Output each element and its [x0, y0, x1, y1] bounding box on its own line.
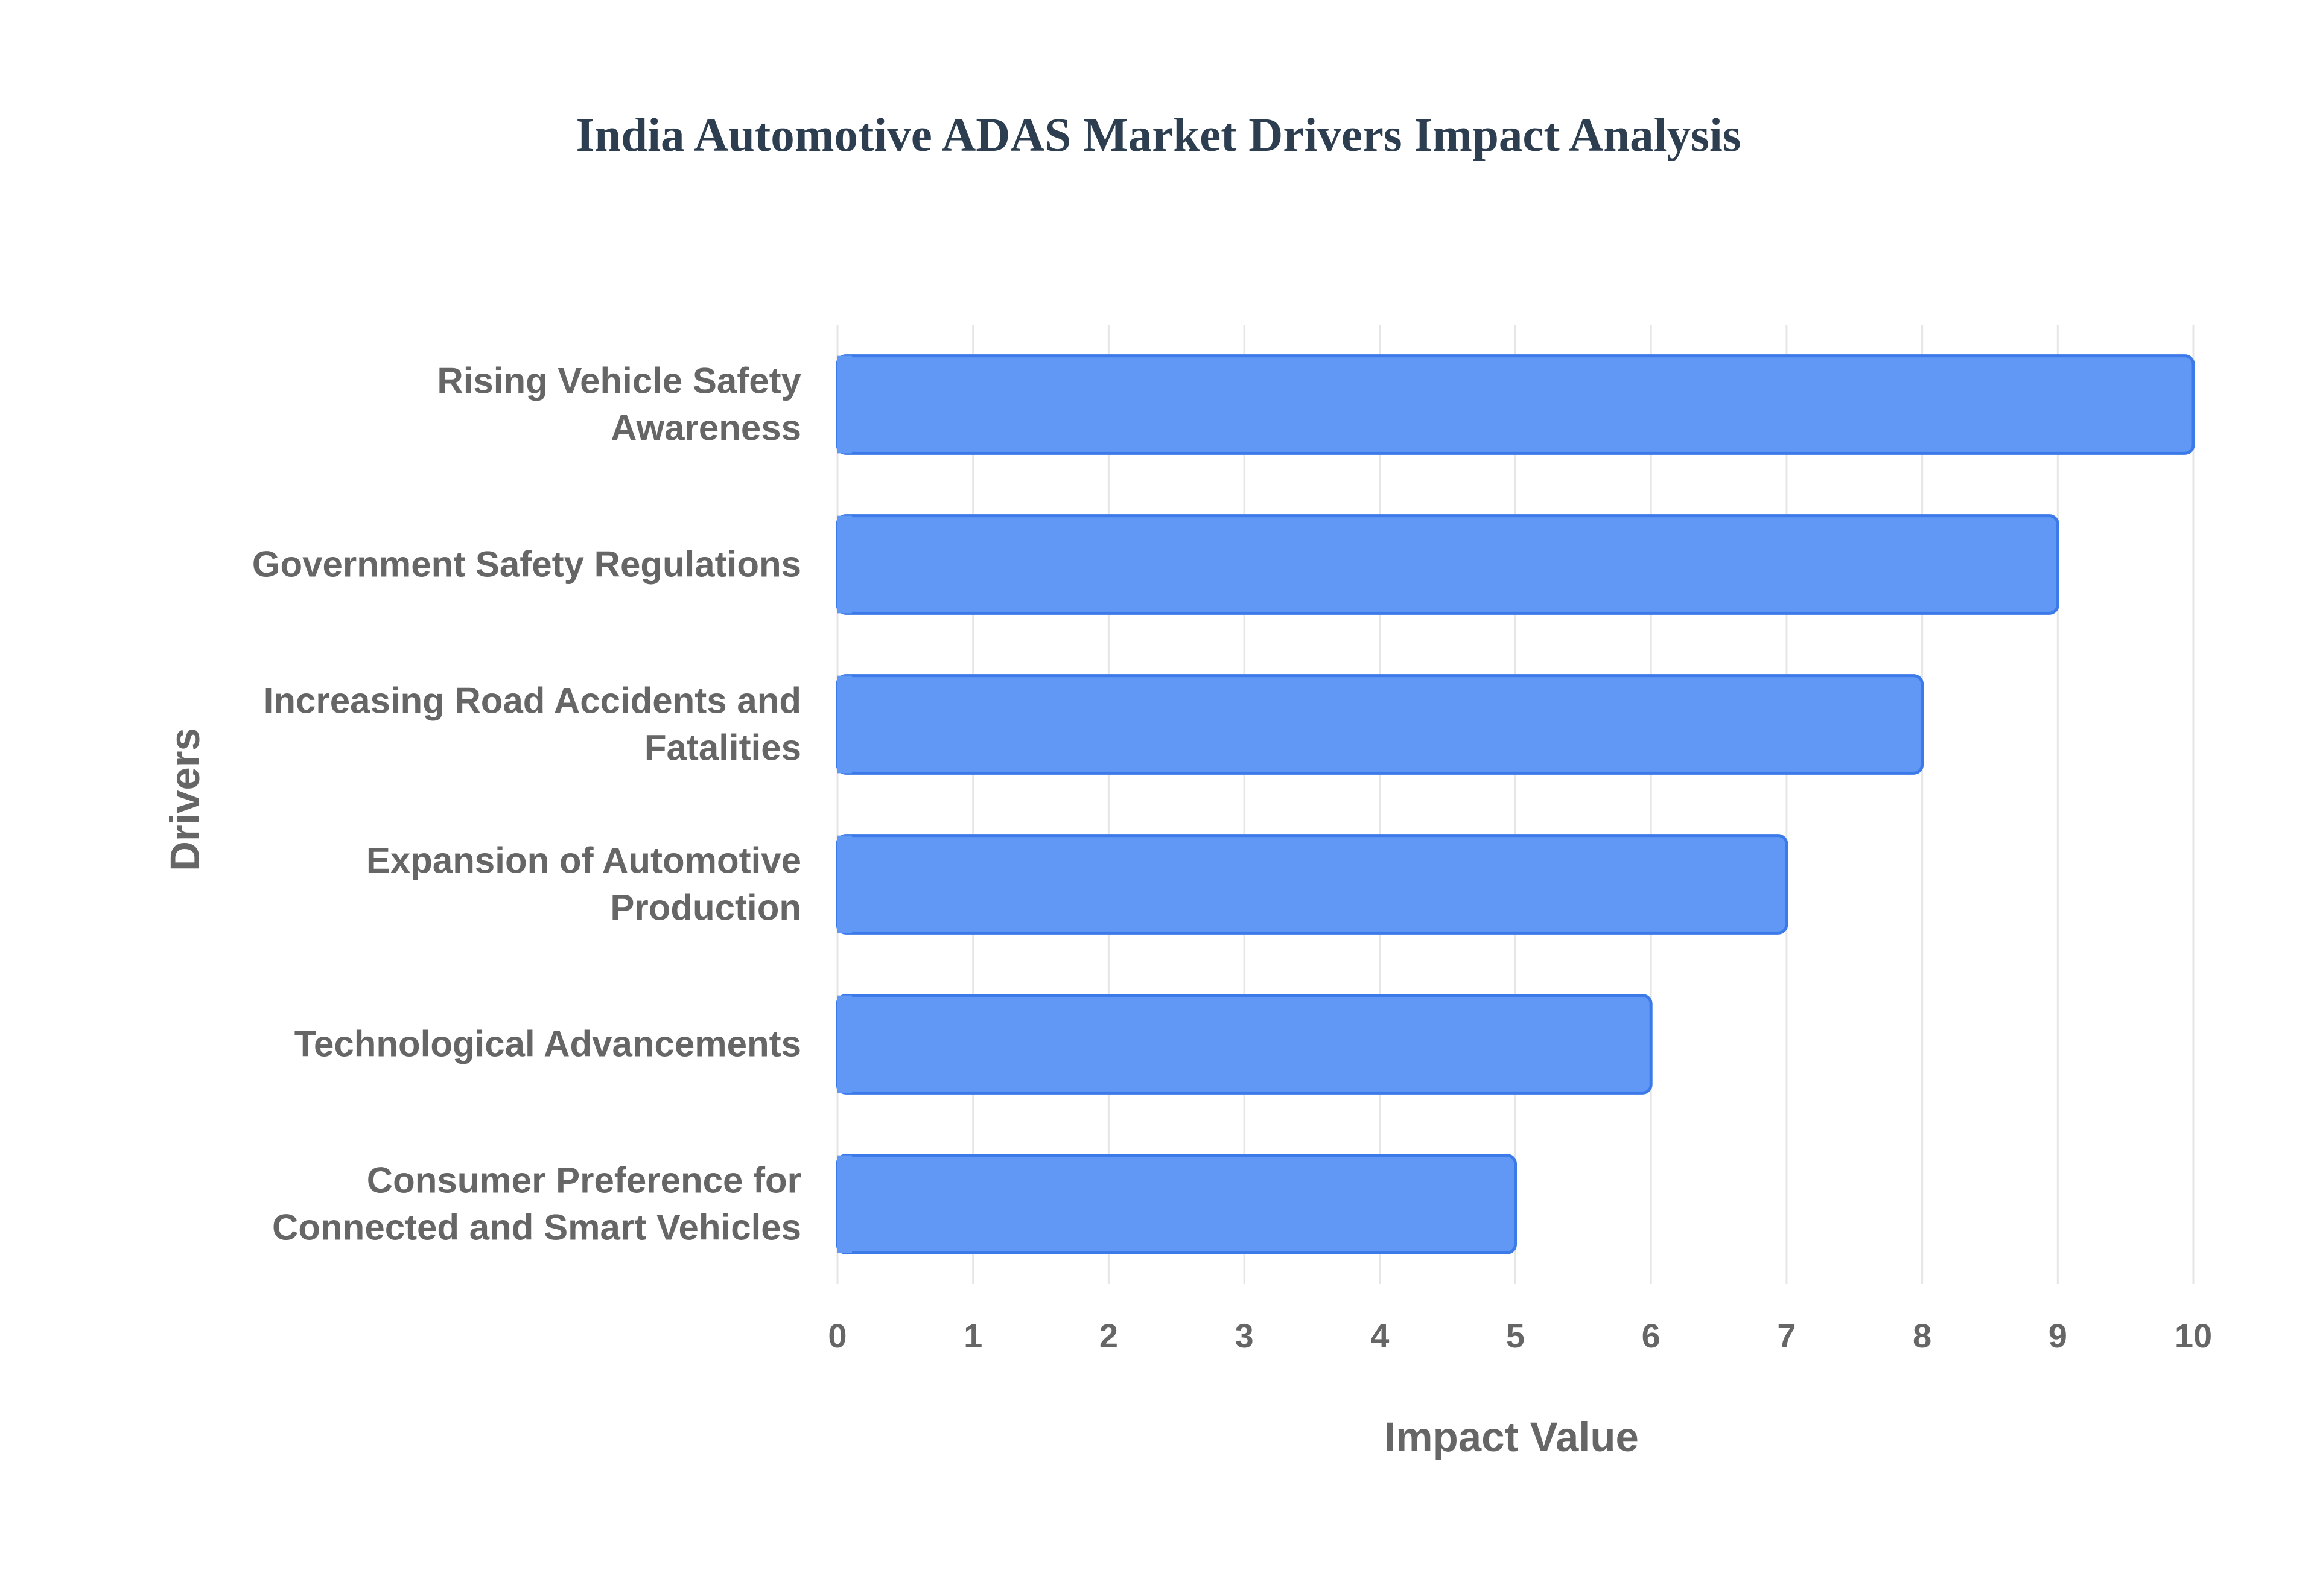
x-tick-labels: 0 1 2 3 4 5 6 7 8 9 10: [828, 1317, 2212, 1355]
category-label: Consumer Preference for Connected and Sma…: [272, 1160, 801, 1248]
category-label: Government Safety Regulations: [252, 544, 801, 585]
bar-left-edge: [837, 1155, 852, 1253]
category-label: Expansion of Automotive Production: [366, 841, 801, 928]
bar: [836, 514, 2059, 615]
bar-left-edge: [837, 515, 852, 614]
x-tick-label: 6: [1642, 1317, 1661, 1355]
category-label: Technological Advancements: [294, 1024, 801, 1064]
grid-layer: [836, 325, 2195, 1284]
x-axis-title: Impact Value: [1384, 1414, 1639, 1460]
x-tick-label: 7: [1777, 1317, 1796, 1355]
bar-left-edge: [837, 355, 852, 454]
bar: [836, 994, 1653, 1095]
bar-left-edge: [837, 835, 852, 933]
x-tick-label: 10: [2175, 1317, 2212, 1355]
y-axis-title: Drivers: [162, 728, 208, 871]
bar-left-edge: [837, 675, 852, 774]
chart-title: India Automotive ADAS Market Drivers Imp…: [576, 109, 1741, 162]
bar: [836, 674, 1924, 775]
category-label: Rising Vehicle Safety Awareness: [437, 361, 801, 448]
x-tick-label: 8: [1913, 1317, 1931, 1355]
bar-left-edge: [837, 995, 852, 1093]
bar: [836, 1154, 1517, 1254]
x-tick-label: 0: [828, 1317, 847, 1355]
bar: [836, 834, 1788, 935]
x-tick-label: 5: [1506, 1317, 1525, 1355]
category-label: Increasing Road Accidents and Fatalities: [264, 681, 801, 768]
x-tick-label: 3: [1235, 1317, 1254, 1355]
category-labels: Rising Vehicle Safety Awareness Government…: [252, 361, 802, 1248]
bar: [836, 354, 2195, 455]
bar-layer: [836, 354, 2195, 1254]
x-tick-label: 2: [1099, 1317, 1118, 1355]
x-tick-label: 4: [1370, 1317, 1389, 1355]
x-tick-label: 1: [964, 1317, 982, 1355]
x-tick-label: 9: [2048, 1317, 2067, 1355]
